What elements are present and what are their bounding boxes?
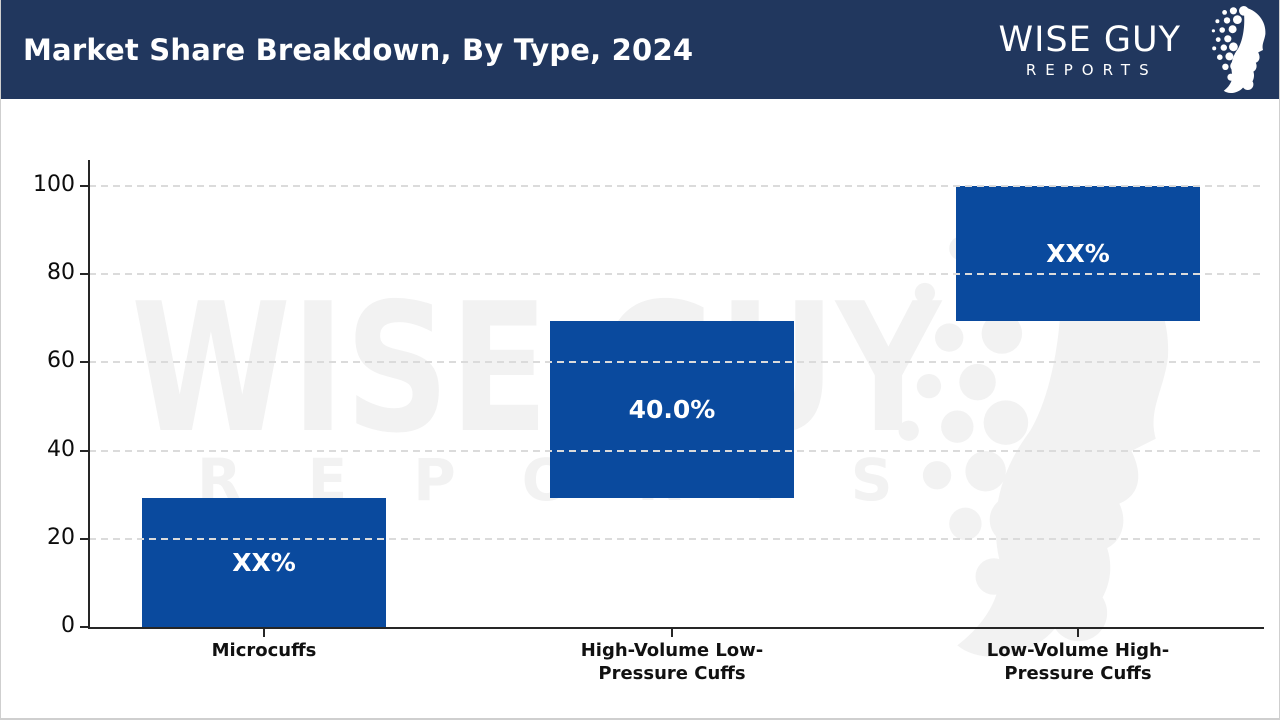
bar-value-label: XX% [1046,239,1110,269]
logo-subtitle: REPORTS [1025,60,1158,79]
y-axis-tick [80,626,89,628]
y-axis-tick-label: 0 [61,613,75,638]
y-axis-tick-label: 100 [33,172,75,197]
bar [550,321,794,498]
y-axis-tick-label: 60 [47,348,75,374]
x-axis-category-label: High-Volume Low- Pressure Cuffs [580,640,764,684]
watermark-wordmark: WISE GUY [131,265,943,472]
gridline [89,361,1263,364]
bar-value-label: 40.0% [628,395,716,425]
x-axis-tick [263,629,265,637]
x-axis-tick [671,629,673,637]
y-axis-tick [80,185,89,187]
x-axis-spine [88,627,1264,629]
header-bar: Market Share Breakdown, By Type, 2024 WI… [1,0,1279,99]
x-axis-category-label: Microcuffs [211,640,317,661]
gridline [89,185,1263,187]
logo-text: WISE GUY REPORTS [998,21,1181,79]
bar [956,186,1200,322]
gridline [89,537,1263,540]
gridline [89,273,1263,276]
chart-title: Market Share Breakdown, By Type, 2024 [23,32,694,67]
logo-wordmark: WISE GUY [998,19,1181,60]
logo-face-icon [1211,5,1266,93]
y-axis-spine [88,160,90,629]
y-axis-tick [80,537,89,540]
gridline [89,449,1263,452]
x-axis-tick [1077,629,1079,637]
y-axis-tick-label: 20 [47,524,75,550]
y-axis-tick [80,273,89,276]
y-axis-tick [80,449,89,452]
bar [142,497,386,627]
y-axis-tick-label: 80 [47,260,75,286]
x-axis-category-label: Low-Volume High- Pressure Cuffs [986,640,1170,684]
bar-value-label: XX% [232,547,296,577]
y-axis-tick-label: 40 [47,436,75,462]
y-axis-tick [80,361,89,364]
wise-guy-logo: WISE GUY REPORTS [998,5,1267,95]
